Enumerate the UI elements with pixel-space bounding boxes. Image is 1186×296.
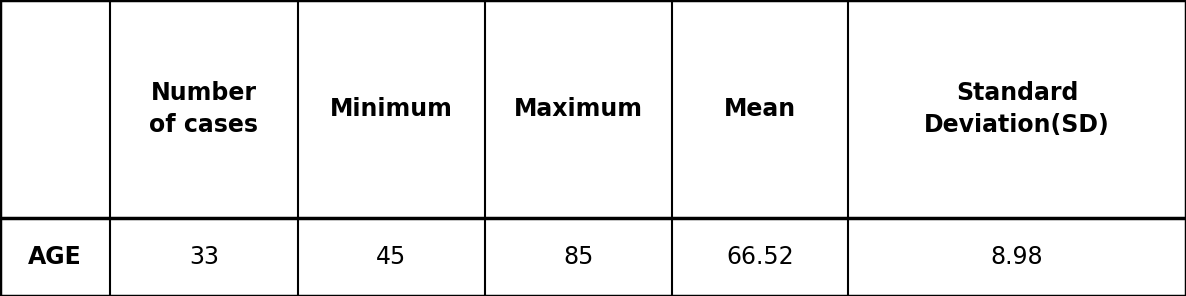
Text: Maximum: Maximum (515, 97, 643, 121)
Text: Minimum: Minimum (330, 97, 453, 121)
Text: Standard
Deviation(SD): Standard Deviation(SD) (924, 81, 1110, 136)
Text: 33: 33 (189, 245, 219, 269)
Text: 66.52: 66.52 (726, 245, 795, 269)
Text: 8.98: 8.98 (990, 245, 1044, 269)
Text: 45: 45 (376, 245, 407, 269)
Text: AGE: AGE (28, 245, 82, 269)
Text: Mean: Mean (725, 97, 796, 121)
Text: 85: 85 (563, 245, 594, 269)
Text: Number
of cases: Number of cases (149, 81, 259, 136)
